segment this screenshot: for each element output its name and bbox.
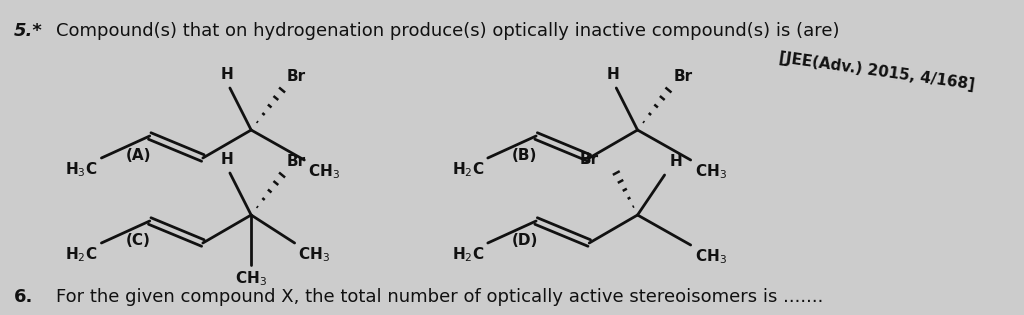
Text: H: H: [670, 154, 682, 169]
Text: CH$_3$: CH$_3$: [236, 269, 267, 288]
Text: H: H: [607, 67, 620, 82]
Text: CH$_3$: CH$_3$: [694, 247, 726, 266]
Text: (D): (D): [512, 233, 539, 248]
Text: Compound(s) that on hydrogenation produce(s) optically inactive compound(s) is (: Compound(s) that on hydrogenation produc…: [56, 22, 840, 40]
Text: Br: Br: [287, 69, 306, 84]
Text: (C): (C): [126, 233, 151, 248]
Text: For the given compound X, the total number of optically active stereoisomers is : For the given compound X, the total numb…: [56, 288, 823, 306]
Text: H: H: [220, 67, 233, 82]
Text: H$_2$C: H$_2$C: [452, 245, 484, 264]
Text: (B): (B): [512, 148, 538, 163]
Text: Br: Br: [673, 69, 692, 84]
Text: H$_2$C: H$_2$C: [66, 245, 97, 264]
Text: (A): (A): [126, 148, 152, 163]
Text: H: H: [220, 152, 233, 167]
Text: CH$_3$: CH$_3$: [298, 245, 331, 264]
Text: [JEE(Adv.) 2015, 4/168]: [JEE(Adv.) 2015, 4/168]: [778, 50, 976, 92]
Text: H$_3$C: H$_3$C: [66, 160, 97, 179]
Text: H$_2$C: H$_2$C: [452, 160, 484, 179]
Text: CH$_3$: CH$_3$: [694, 162, 726, 181]
Text: CH$_3$: CH$_3$: [308, 162, 340, 181]
Text: Br: Br: [287, 154, 306, 169]
Text: 6.: 6.: [13, 288, 33, 306]
Text: Br: Br: [580, 152, 599, 167]
Text: 5.*: 5.*: [13, 22, 42, 40]
